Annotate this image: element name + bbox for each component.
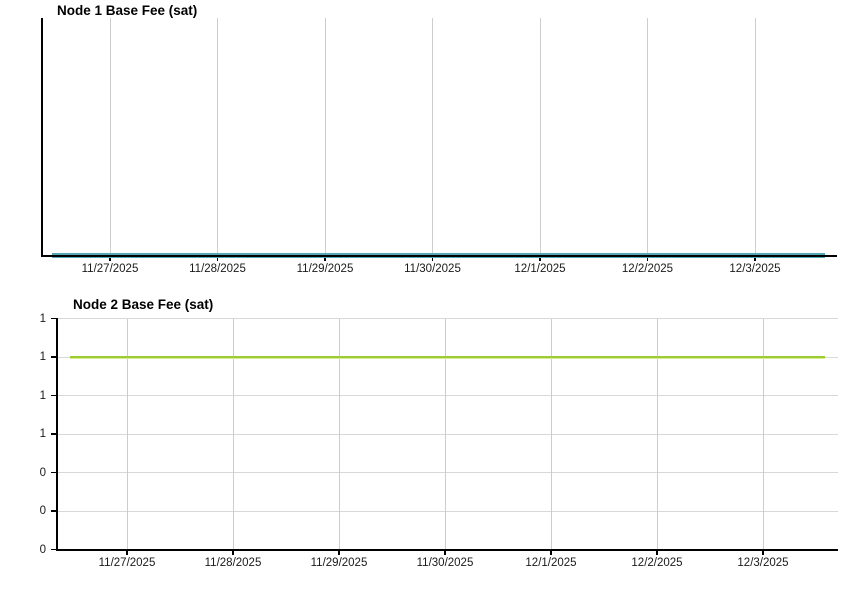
x-axis-tick — [656, 550, 658, 555]
x-axis-tick — [216, 256, 219, 261]
horizontal-gridline — [58, 395, 838, 396]
x-axis-tick — [762, 550, 764, 555]
horizontal-gridline — [58, 318, 838, 319]
vertical-gridline — [338, 318, 340, 550]
vertical-gridline — [647, 18, 648, 256]
x-axis-tick — [539, 256, 541, 261]
vertical-gridline — [432, 18, 433, 256]
x-tick-label: 11/28/2025 — [204, 557, 262, 569]
y-axis-tick — [51, 433, 58, 435]
vertical-gridline — [762, 318, 764, 550]
vertical-gridline — [324, 18, 326, 256]
vertical-gridline — [550, 318, 552, 550]
x-tick-label: 12/3/2025 — [729, 263, 781, 275]
y-tick-label: 0 — [39, 505, 46, 517]
y-axis-tick — [51, 394, 58, 397]
x-axis-tick — [444, 550, 446, 555]
x-tick-label: 11/30/2025 — [416, 557, 474, 569]
y-axis-tick — [51, 510, 58, 512]
y-tick-label: 1 — [39, 351, 46, 363]
vertical-gridline — [444, 318, 446, 550]
x-tick-label: 11/27/2025 — [81, 263, 139, 275]
x-tick-label: 11/28/2025 — [189, 263, 246, 275]
x-tick-label: 11/27/2025 — [98, 557, 156, 569]
y-tick-label: 1 — [39, 312, 46, 325]
y-axis-tick — [51, 317, 58, 320]
x-tick-label: 11/29/2025 — [310, 557, 368, 569]
x-axis-tick — [126, 550, 128, 555]
x-axis-tick — [646, 256, 649, 261]
x-axis-tick — [754, 256, 756, 261]
x-axis-tick — [550, 550, 552, 555]
y-axis — [41, 18, 43, 257]
y-tick-label: 1 — [39, 428, 46, 440]
x-tick-label: 11/29/2025 — [296, 263, 354, 275]
horizontal-gridline — [58, 510, 838, 512]
chart-title-node2: Node 2 Base Fee (sat) — [73, 297, 214, 312]
vertical-gridline — [232, 318, 234, 550]
x-tick-label: 12/1/2025 — [514, 263, 566, 275]
x-axis-tick — [338, 550, 340, 555]
y-axis-tick — [51, 356, 58, 358]
x-tick-label: 11/30/2025 — [404, 263, 461, 275]
node2-series-line-edge — [70, 358, 825, 360]
vertical-gridline — [539, 18, 541, 256]
x-tick-label: 12/3/2025 — [737, 557, 789, 569]
y-axis — [56, 318, 58, 551]
y-tick-label: 0 — [39, 543, 46, 556]
x-axis — [56, 548, 838, 551]
x-tick-label: 12/2/2025 — [621, 263, 674, 275]
y-axis-tick — [51, 471, 58, 474]
y-tick-label: 1 — [39, 389, 46, 402]
x-tick-label: 12/1/2025 — [525, 557, 577, 569]
vertical-gridline — [656, 318, 658, 550]
y-tick-label: 0 — [39, 466, 46, 479]
vertical-gridline — [217, 18, 218, 256]
x-axis-tick — [324, 256, 326, 261]
node2-series-line — [70, 355, 825, 359]
x-axis-tick — [109, 256, 111, 261]
vertical-gridline — [109, 18, 111, 256]
vertical-gridline — [126, 318, 128, 550]
chart-title-node1: Node 1 Base Fee (sat) — [57, 3, 198, 18]
x-axis-tick — [431, 256, 434, 261]
horizontal-gridline — [58, 472, 838, 473]
y-axis-tick — [51, 548, 58, 551]
vertical-gridline — [754, 18, 756, 256]
x-axis-tick — [232, 550, 234, 555]
x-tick-label: 12/2/2025 — [631, 557, 683, 569]
x-axis — [41, 254, 837, 257]
horizontal-gridline — [58, 433, 838, 435]
